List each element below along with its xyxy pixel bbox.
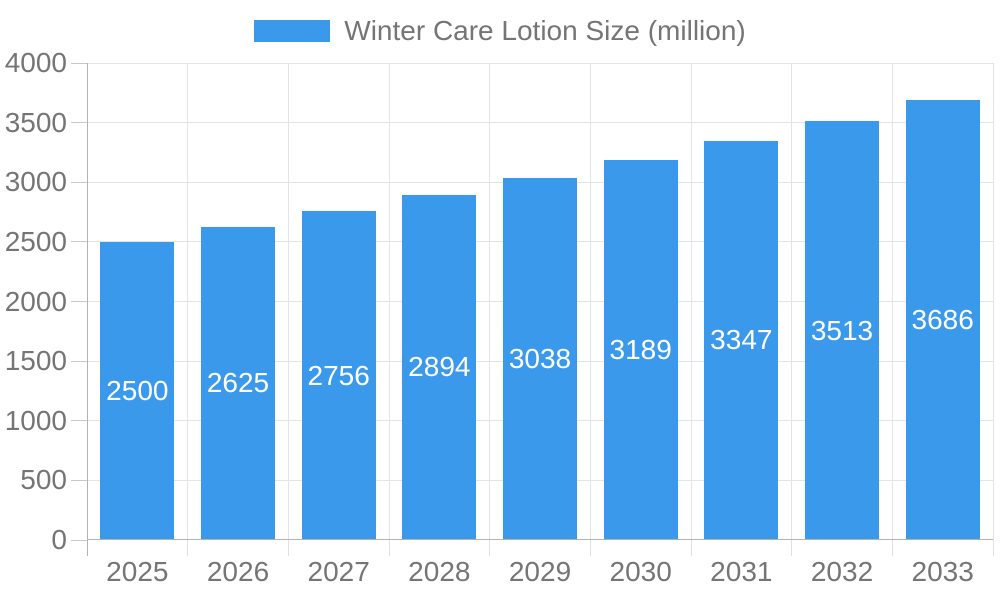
- y-gridline: [87, 62, 993, 64]
- y-axis-line: [87, 63, 88, 556]
- y-axis-label: 0: [51, 524, 67, 555]
- x-axis-label: 2032: [810, 556, 874, 587]
- plot-area: 0 500 1000 1500 2000 2500 3000 3500 4000 2500 2025…: [5, 49, 994, 586]
- x-axis-label: 2030: [609, 556, 672, 587]
- x-axis-label: 2033: [911, 556, 974, 587]
- x-axis-tick: [690, 540, 692, 556]
- y-axis-tick: [71, 479, 87, 481]
- x-axis-tick: [187, 540, 189, 556]
- legend-swatch: [254, 20, 331, 42]
- x-gridline: [791, 63, 793, 540]
- y-axis-tick: [71, 301, 87, 302]
- x-gridline: [388, 63, 390, 540]
- x-gridline: [187, 63, 189, 540]
- x-axis-tick: [388, 540, 390, 556]
- y-axis-tick: [71, 122, 87, 124]
- y-axis-label: 3500: [4, 106, 67, 138]
- bar-value-label: 2894: [408, 351, 471, 383]
- bar-2029: 3038: [503, 177, 577, 540]
- x-gridline: [690, 63, 692, 540]
- x-axis-line: [87, 539, 993, 540]
- x-axis-tick: [287, 540, 289, 556]
- bar-2033: 3686: [905, 100, 980, 540]
- x-axis-label: 2027: [307, 556, 370, 587]
- chart-legend[interactable]: Winter Care Lotion Size (million): [0, 17, 1000, 45]
- bar-value-label: 3686: [911, 304, 974, 336]
- y-axis-label: 1500: [4, 345, 67, 377]
- y-gridline: [87, 122, 993, 124]
- x-axis-label: 2026: [206, 556, 270, 587]
- bar-2027: 2756: [301, 211, 376, 540]
- bar-2025: 2500: [100, 241, 175, 540]
- x-gridline: [287, 63, 289, 540]
- bar-2026: 2625: [201, 226, 275, 540]
- x-axis-label: 2031: [710, 556, 773, 587]
- plot-right-border: [992, 63, 994, 540]
- x-gridline: [489, 63, 491, 540]
- bar-2031: 3347: [704, 140, 779, 540]
- y-axis-tick: [71, 420, 87, 422]
- y-axis-label: 2000: [4, 285, 67, 317]
- x-axis-tick: [791, 540, 793, 556]
- x-axis-label: 2029: [508, 556, 572, 587]
- x-gridline: [891, 63, 893, 540]
- x-axis-tick: [891, 540, 893, 556]
- bar-value-label: 3189: [609, 333, 672, 365]
- y-axis-tick: [71, 539, 87, 541]
- x-axis-tick: [489, 540, 491, 556]
- x-gridline: [589, 63, 591, 540]
- x-axis-tick: [992, 540, 994, 556]
- bar-2030: 3189: [603, 159, 678, 540]
- y-axis-tick: [71, 360, 87, 362]
- bar-2028: 2894: [402, 194, 477, 540]
- x-axis-label: 2028: [408, 556, 471, 587]
- y-axis-label: 2500: [4, 225, 67, 257]
- y-axis-tick: [71, 62, 87, 64]
- bar-value-label: 2625: [206, 367, 270, 399]
- bar-value-label: 2756: [307, 359, 370, 391]
- x-axis-tick: [589, 540, 591, 556]
- y-axis-label: 500: [20, 464, 67, 496]
- legend-label: Winter Care Lotion Size (million): [344, 15, 746, 46]
- y-axis-tick: [71, 241, 87, 243]
- bar-2032: 3513: [805, 121, 879, 540]
- bar-value-label: 3347: [710, 324, 773, 356]
- bar-value-label: 3513: [810, 314, 874, 346]
- y-axis-label: 3000: [4, 166, 67, 198]
- y-axis-label: 1000: [4, 404, 67, 436]
- y-axis-label: 4000: [4, 47, 67, 78]
- x-axis-label: 2025: [106, 556, 169, 587]
- bar-value-label: 3038: [508, 342, 572, 374]
- y-axis-tick: [71, 181, 87, 183]
- bar-value-label: 2500: [106, 374, 169, 406]
